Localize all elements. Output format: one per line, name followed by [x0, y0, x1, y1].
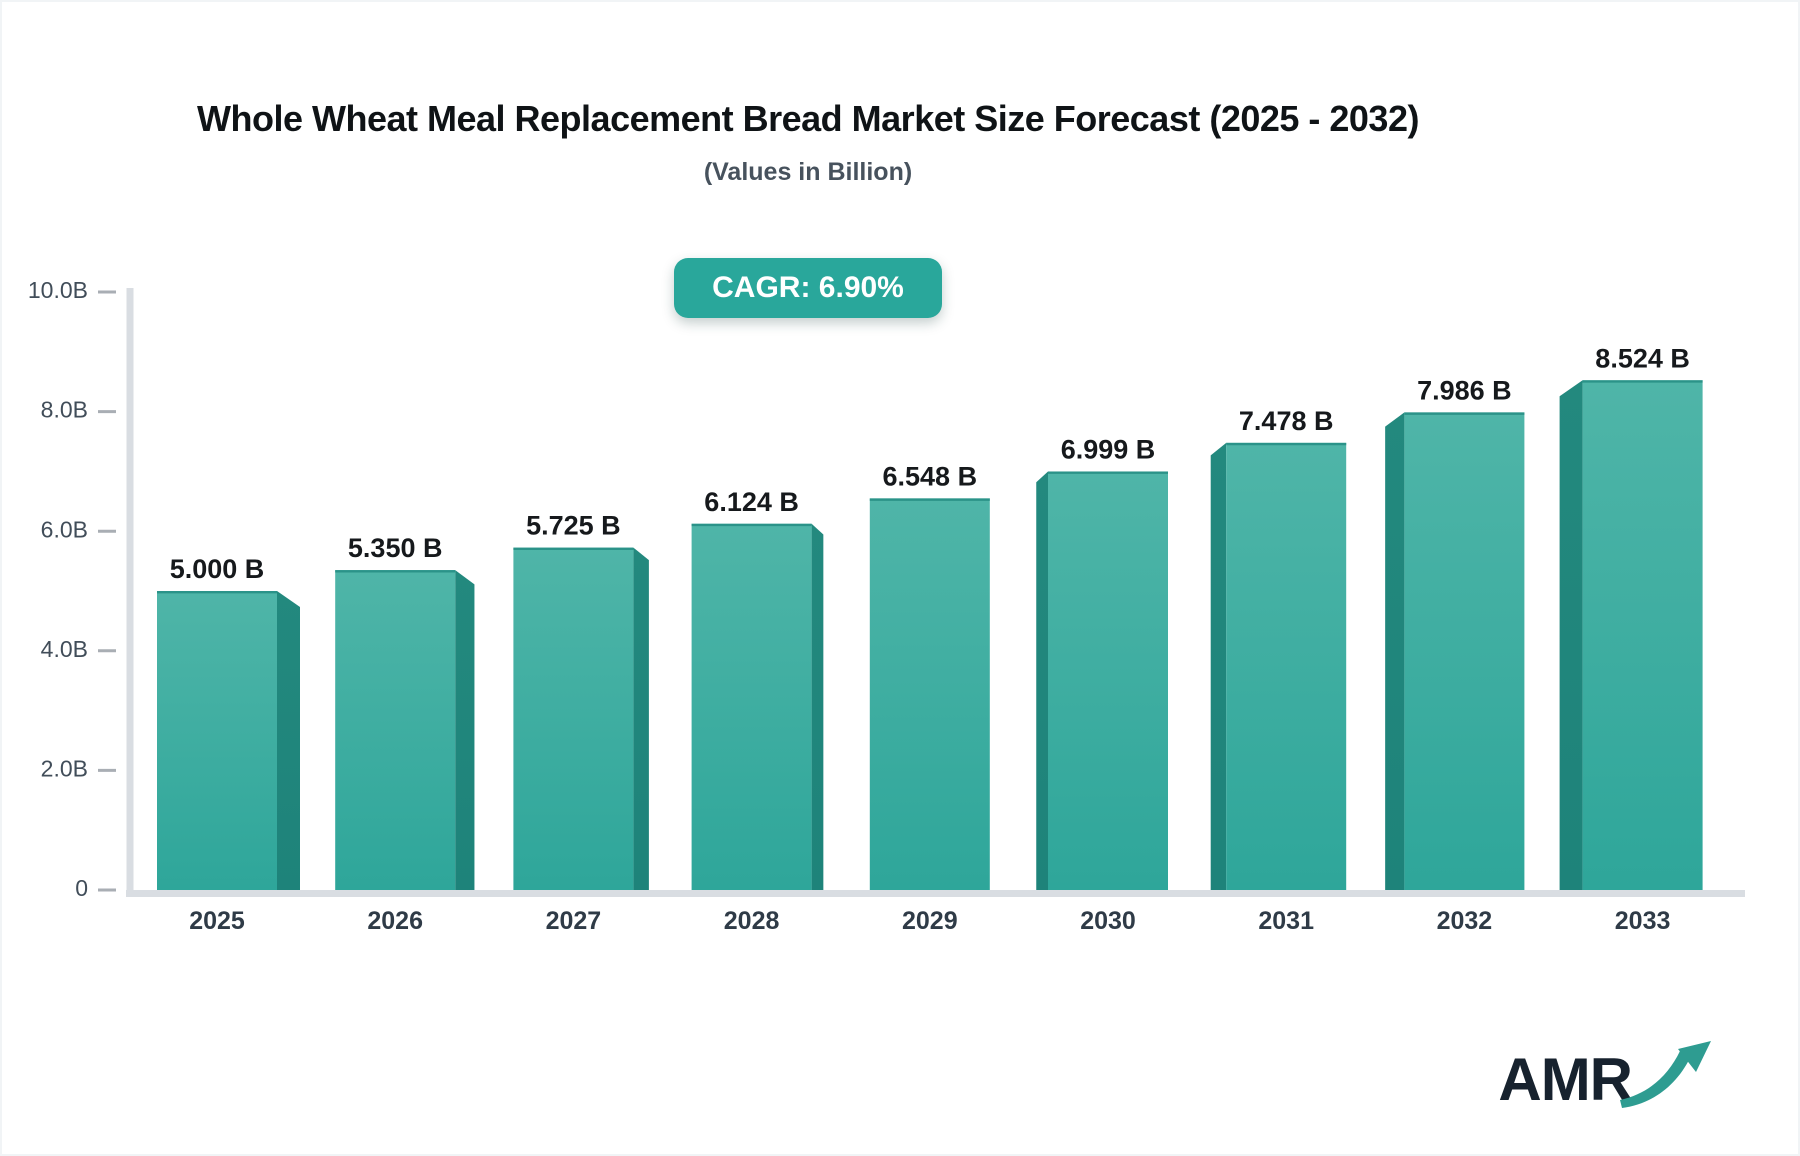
x-axis-label: 2030 — [1080, 907, 1136, 935]
chart-title: Whole Wheat Meal Replacement Bread Marke… — [197, 98, 1419, 139]
y-axis-label: 8.0B — [41, 397, 88, 423]
y-axis-label: 0 — [75, 875, 88, 901]
bar-side-face — [455, 570, 475, 891]
bar-side-face — [1210, 442, 1227, 891]
chart-subtitle: (Values in Billion) — [703, 158, 913, 186]
y-axis-label: 10.0B — [28, 277, 88, 303]
bar-face — [157, 591, 277, 891]
bar-value-label: 5.000 B — [170, 554, 265, 584]
x-axis-label: 2026 — [367, 907, 423, 935]
bar-group-2027: 5.725 B 2027 — [513, 511, 649, 935]
x-axis-label: 2031 — [1258, 907, 1314, 935]
x-axis-label: 2032 — [1437, 907, 1493, 935]
x-axis-label: 2025 — [189, 907, 245, 935]
bar-face — [335, 570, 456, 891]
bar-side-face — [277, 591, 300, 891]
bar-face — [1048, 471, 1168, 891]
bar-face — [869, 498, 990, 891]
bar-side-face — [1385, 412, 1405, 891]
y-axis-label: 2.0B — [41, 755, 88, 781]
bar-face — [513, 547, 634, 891]
x-axis-label: 2029 — [902, 907, 958, 935]
bar-face — [1226, 442, 1347, 891]
amr-logo: AMR — [1498, 1034, 1712, 1110]
bar-value-label: 6.999 B — [1061, 434, 1156, 464]
x-axis-label: 2028 — [724, 907, 780, 935]
bar-face — [1404, 412, 1525, 891]
x-axis-label: 2033 — [1615, 907, 1671, 935]
bar-value-label: 5.725 B — [526, 511, 621, 541]
y-axis-label: 4.0B — [41, 636, 88, 662]
cagr-badge: CAGR: 6.90% — [674, 258, 942, 318]
bar-group-2028: 6.124 B 2028 — [691, 487, 824, 935]
bar-group-2032: 7.986 B 2032 — [1385, 375, 1525, 935]
bar-group-2033: 8.524 B 2033 — [1559, 343, 1703, 935]
bar-group-2030: 6.999 B 2030 — [1036, 434, 1168, 935]
growth-arrow-icon — [1620, 1041, 1711, 1108]
bar-value-label: 7.986 B — [1417, 375, 1512, 405]
bar-value-label: 6.124 B — [704, 487, 799, 517]
bar-side-face — [1036, 471, 1048, 891]
cagr-badge-row: CAGR: 6.90% — [2, 258, 1614, 318]
bar-value-label: 8.524 B — [1595, 343, 1690, 373]
bar-group-2026: 5.350 B 2026 — [335, 533, 475, 935]
y-axis-label: 6.0B — [41, 516, 88, 542]
bar-value-label: 6.548 B — [883, 461, 978, 491]
bar-group-2025: 5.000 B 2025 — [157, 554, 300, 935]
amr-logo-text: AMR — [1498, 1046, 1633, 1113]
x-axis-label: 2027 — [546, 907, 602, 935]
bar-face — [691, 523, 812, 891]
bar-group-2031: 7.478 B 2031 — [1210, 406, 1347, 935]
bar-group-2029: 6.548 B 2029 — [869, 461, 990, 935]
bar-value-label: 7.478 B — [1239, 406, 1334, 436]
bar-value-label: 5.350 B — [348, 533, 443, 563]
bar-side-face — [633, 547, 649, 891]
bar-side-face — [811, 523, 824, 891]
bar-face — [1582, 380, 1703, 891]
bar-side-face — [1559, 380, 1583, 891]
